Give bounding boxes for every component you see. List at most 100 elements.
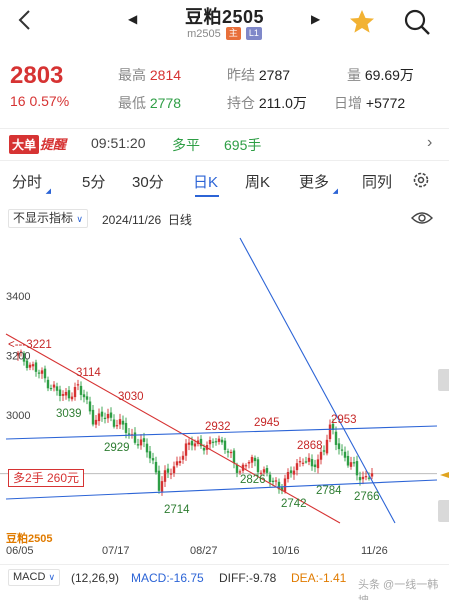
period-tabs: 分时 ◢ 5分 30分 日K 周K 更多 ◢ 同列 [0,164,449,200]
candle-body [331,423,335,430]
last-price: 2803 [10,62,64,89]
candle-body [22,353,26,362]
tab-30min[interactable]: 30分 [132,174,164,191]
tab-same-column[interactable]: 同列 [362,174,393,191]
candle-body [364,476,368,478]
candle-body [202,447,206,451]
date-tick: 07/17 [102,545,130,557]
candle-body [109,412,113,418]
candle-body [334,431,338,445]
diff-value: DIFF:-9.78 [219,571,277,585]
chevron-right-icon[interactable]: › [427,134,433,151]
candle-body [49,387,53,390]
tab-intraday[interactable]: 分时 ◢ [12,174,52,195]
date-tick: 11/26 [361,545,388,557]
daily-increase-stat: 日增 +5772 [334,95,406,111]
candle-body [37,372,41,374]
candle-body [307,457,311,462]
high-stat: 最高 2814 [118,67,182,83]
candle-body [139,439,143,446]
position-marker[interactable]: 多2手 260元 [8,469,85,487]
price-annotation: 2714 [164,504,190,516]
trendline [5,333,341,524]
price-annotation: 3039 [56,408,82,420]
active-tab-indicator [195,195,219,197]
date-axis: 06/05 07/17 08/27 10/16 11/26 [0,544,449,560]
candle-body [103,417,107,420]
price-annotation: 2953 [331,414,357,426]
indicator-selector[interactable]: 不显示指标 ∨ [8,209,88,228]
low-stat: 最低 2778 [118,95,182,111]
open-interest-stat: 持仓 211.0万 [227,95,307,111]
candle-body [217,438,221,442]
candle-body [343,451,347,458]
level-badge: L1 [245,27,262,40]
candle-body [322,450,326,452]
candle-body [319,451,323,460]
tab-weekly-k[interactable]: 周K [245,174,271,191]
search-icon[interactable] [403,8,431,36]
candle-body [85,396,89,400]
watermark-text: 头条 @一线一韩坤 [358,579,439,600]
chart-date-label: 2024/11/26 日线 [102,213,192,227]
candle-body [223,440,227,450]
candle-body [43,368,47,379]
candle-body [166,468,170,473]
candle-body [46,379,50,389]
candle-body [28,364,32,368]
big-order-logo: 大单 提醒 [9,134,73,154]
volume-stat: 量 69.69万 [347,67,414,83]
candle-body [121,420,125,425]
candle-body [187,442,191,445]
candle-body [151,458,155,461]
candle-body [352,462,356,464]
candle-body [157,470,161,491]
candle-body [250,456,254,463]
candle-body [118,419,122,425]
candle-body [124,422,128,433]
candle-body [229,451,233,454]
candle-body [337,443,341,450]
side-drawer-handle[interactable] [438,369,449,391]
side-drawer-handle[interactable] [438,500,449,522]
divider [0,160,449,161]
candles [16,349,374,496]
tab-more[interactable]: 更多 ◢ [299,174,339,195]
kline-chart[interactable]: <---3221 3114 3039 3030 2929 2932 2945 2868 2953… [0,233,449,563]
candle-body [58,389,62,396]
macd-params: (12,26,9) [71,571,120,585]
candle-body [283,478,287,492]
prev-contract-icon[interactable]: ◀ [128,12,138,26]
candle-body [61,394,65,396]
gear-icon[interactable] [411,170,431,190]
candle-body [52,384,56,388]
big-order-alert[interactable]: 大单 提醒 09:51:20 多平 695手 › [0,131,449,157]
candle-body [115,425,119,427]
candle-body [133,432,137,443]
eye-icon[interactable] [411,210,433,226]
price-change: 16 0.57% [10,93,70,109]
candle-body [232,450,236,464]
candle-body [247,462,251,464]
indicator-row: 不显示指标 ∨ 2024/11/26 日线 [0,205,449,231]
candle-body [100,411,104,417]
tab-daily-k[interactable]: 日K [193,174,219,191]
dea-value: DEA:-1.41 [291,571,347,585]
star-icon[interactable] [348,8,376,36]
candle-body [370,473,374,477]
candle-body [19,351,23,353]
alert-time: 09:51:20 [91,135,146,151]
back-arrow-icon[interactable] [14,8,38,32]
price-annotation: 2784 [316,485,342,497]
candle-body [178,461,182,464]
next-contract-icon[interactable]: ▶ [311,12,321,26]
main-contract-badge: 主 [225,27,241,40]
candle-body [91,409,95,425]
macd-selector[interactable]: MACD ∨ [8,569,61,586]
candle-body [286,472,290,480]
trendlines [5,237,438,524]
candle-body [70,396,74,400]
candle-body [253,457,257,462]
candle-body [256,459,260,473]
tab-5min[interactable]: 5分 [82,174,106,191]
